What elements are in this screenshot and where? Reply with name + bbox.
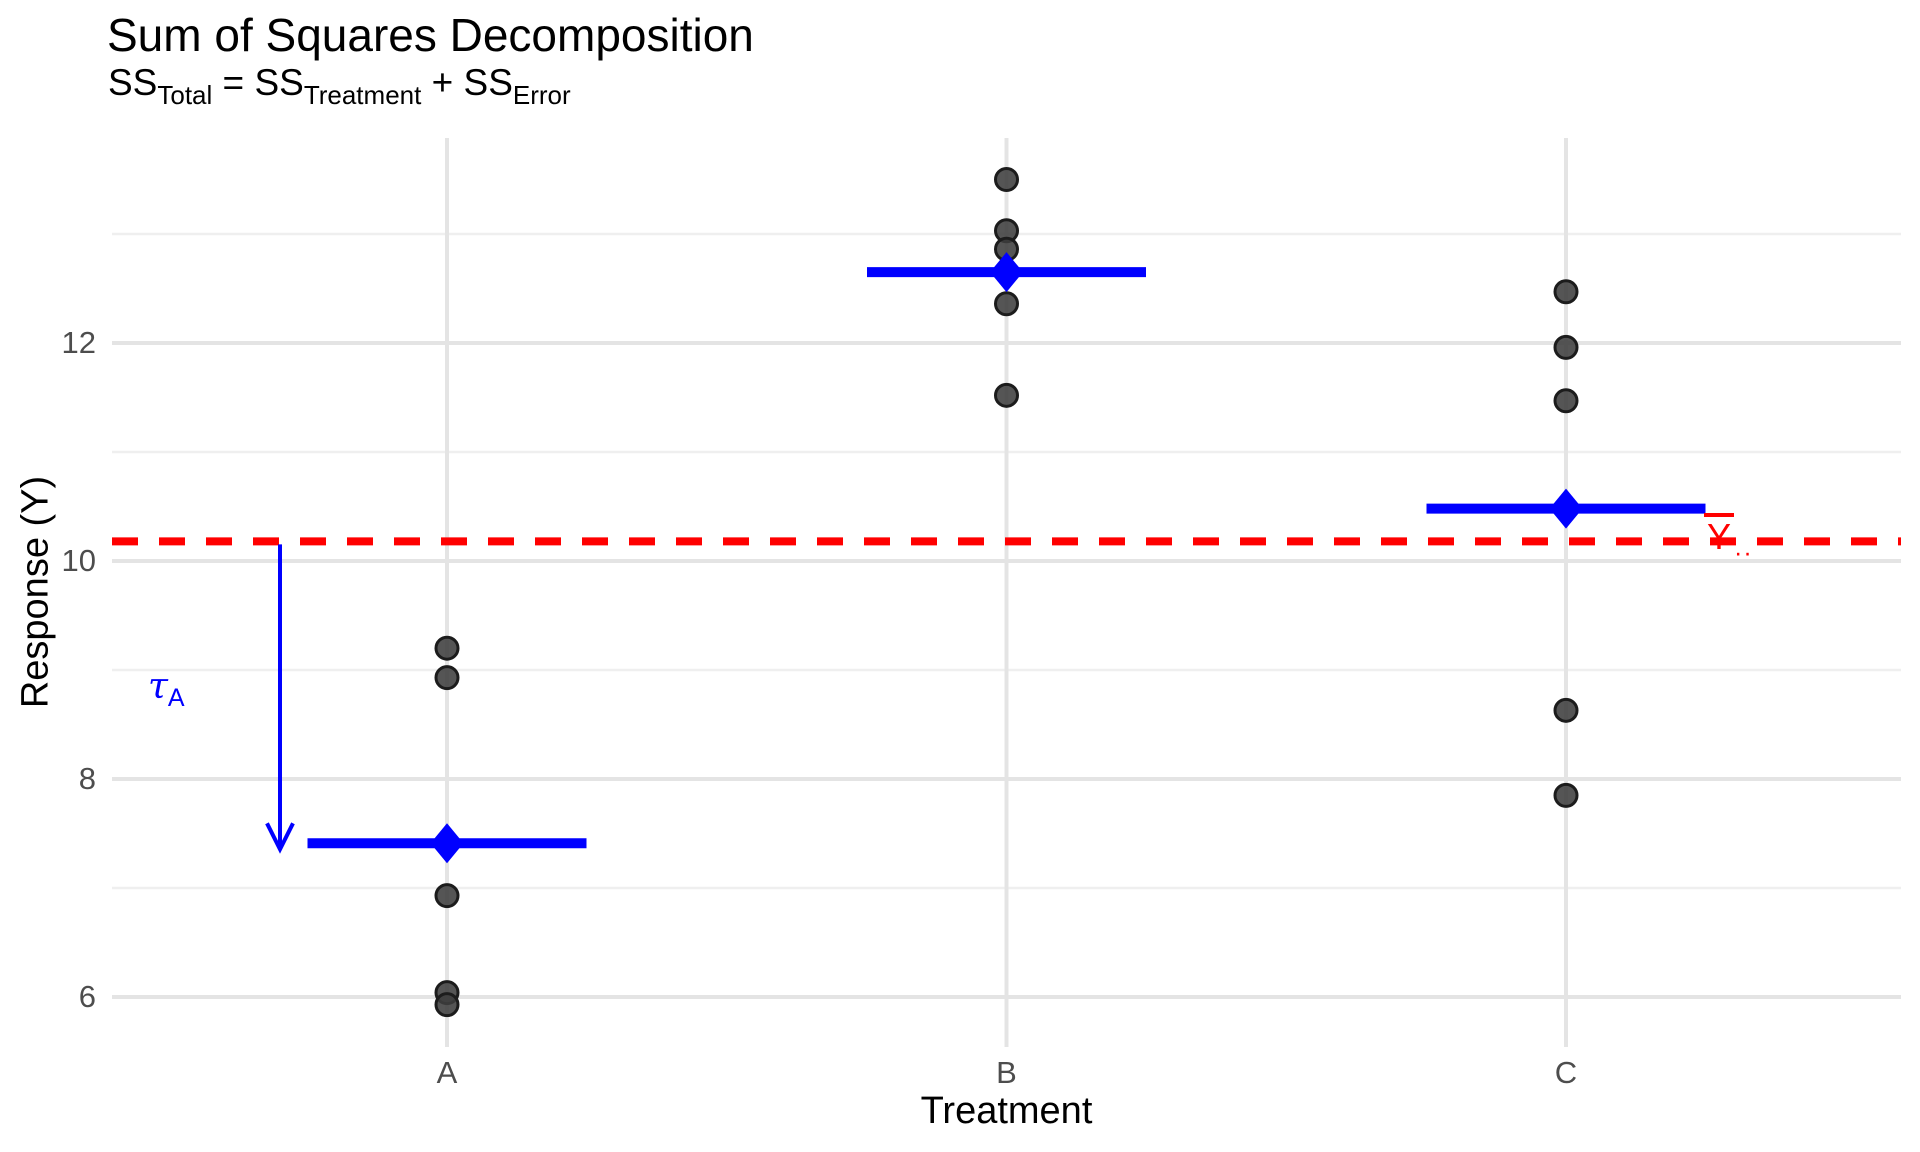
subtitle-subscript: Error xyxy=(512,80,571,110)
x-axis-title: Treatment xyxy=(920,1090,1093,1132)
data-point xyxy=(434,883,460,909)
y-tick-label: 6 xyxy=(78,979,96,1014)
tau-symbol: τ xyxy=(148,666,168,707)
chart-title: Sum of Squares Decomposition xyxy=(107,9,754,61)
tau-subscript: A xyxy=(167,684,185,712)
data-point xyxy=(1553,782,1579,808)
subtitle-text: = SS xyxy=(212,62,304,103)
grand-mean-annotation: Y ·· xyxy=(1704,513,1753,566)
data-point xyxy=(434,992,460,1018)
data-point xyxy=(1553,279,1579,305)
subtitle-text: SS xyxy=(108,62,158,103)
group-mean-diamond xyxy=(990,252,1023,293)
data-point xyxy=(1553,697,1579,723)
y-tick-label: 10 xyxy=(61,543,96,578)
tau-a-annotation: τA xyxy=(148,666,185,713)
subtitle-text: + SS xyxy=(421,62,513,103)
subtitle-subscript: Treatment xyxy=(303,80,422,110)
y-tick-label: 12 xyxy=(61,325,96,360)
group-mean-diamond xyxy=(1549,488,1583,529)
ybar-symbol: Y xyxy=(1704,513,1735,555)
subtitle-subscript: Total xyxy=(157,80,213,110)
data-point xyxy=(994,382,1019,408)
data-point xyxy=(994,167,1019,192)
data-point xyxy=(1553,388,1579,414)
x-category-label: B xyxy=(996,1055,1017,1090)
data-point xyxy=(434,665,460,691)
ybar-subscript: ·· xyxy=(1734,539,1753,567)
x-category-label: C xyxy=(1554,1055,1578,1090)
data-point xyxy=(994,291,1019,317)
y-tick-label: 8 xyxy=(78,761,96,796)
group-mean-diamond xyxy=(430,823,464,864)
data-point xyxy=(1553,334,1579,360)
tau-arrow-head xyxy=(265,822,295,854)
data-point xyxy=(434,635,460,661)
x-category-label: A xyxy=(436,1055,458,1090)
chart-subtitle: SSTotal = SSTreatment + SSError xyxy=(108,62,571,111)
